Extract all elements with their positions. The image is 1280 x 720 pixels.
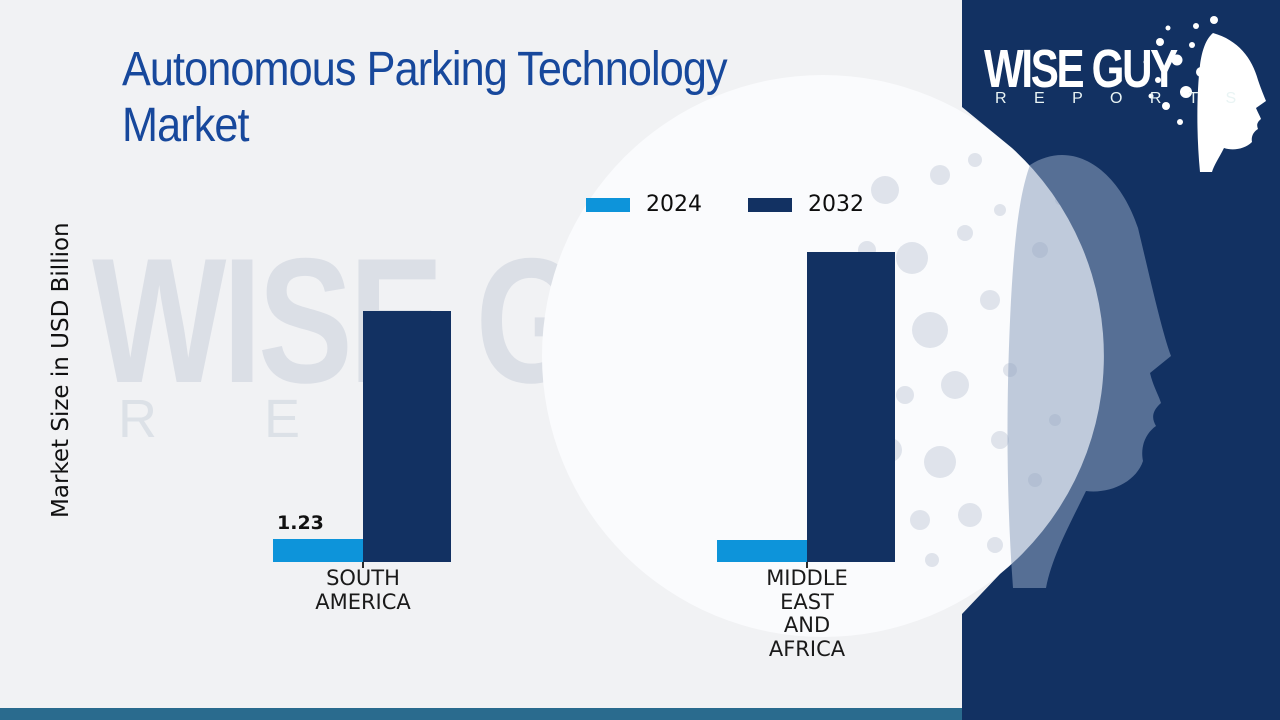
bar-value-label: 1.23 bbox=[277, 512, 324, 534]
bar-2024 bbox=[273, 539, 363, 562]
logo-reports-text: R E P O R T S bbox=[995, 90, 1248, 107]
category-label: SOUTH AMERICA bbox=[315, 566, 411, 614]
category-label: MIDDLE EAST AND AFRICA bbox=[766, 566, 848, 661]
bar-2032 bbox=[363, 311, 451, 562]
bar-2032 bbox=[807, 252, 895, 562]
x-axis-tick bbox=[362, 562, 364, 568]
bar-2024 bbox=[717, 540, 807, 562]
